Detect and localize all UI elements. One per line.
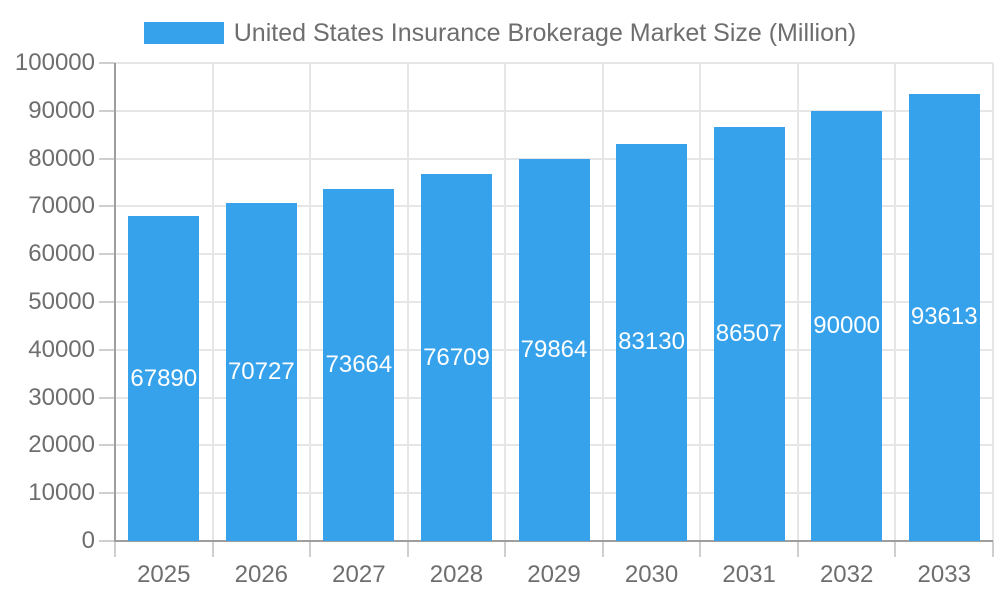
x-axis-line [114,540,993,542]
gridline-vertical [992,63,994,541]
bar[interactable] [713,127,785,541]
gridline-vertical [894,63,897,541]
bar[interactable] [420,174,492,541]
y-axis-tick [99,396,115,399]
x-tick-label: 2029 [527,561,581,588]
y-tick-label: 40000 [28,335,95,363]
y-axis-tick [99,205,115,208]
gridline-vertical [504,63,507,541]
y-axis-tick [99,540,115,542]
x-axis-tick [504,541,507,557]
bar-value-label: 86507 [715,320,783,348]
y-tick-label: 100000 [14,49,95,76]
x-axis-tick [309,541,312,557]
y-axis-tick [99,301,115,303]
bar-value-label: 73664 [325,350,393,378]
x-axis-tick [796,541,799,557]
bar[interactable] [225,202,297,541]
gridline-vertical [211,63,214,541]
x-tick-label: 2030 [624,561,679,588]
legend-label: United States Insurance Brokerage Market… [233,18,857,47]
bar-value-label: 90000 [813,311,881,339]
x-axis-tick [211,541,214,557]
x-tick-label: 2032 [819,561,874,588]
gridline-vertical [601,63,604,541]
bar-value-label: 67890 [130,364,198,392]
legend-item[interactable]: United States Insurance Brokerage Market… [0,18,1000,48]
x-tick-label: 2033 [917,561,971,588]
y-tick-label: 70000 [28,192,95,220]
bar-value-label: 93613 [910,303,978,331]
bar[interactable] [323,188,395,541]
y-axis-tick [99,348,115,351]
y-axis-tick [99,253,115,256]
bar[interactable] [128,216,200,541]
y-tick-label: 20000 [28,431,95,459]
x-axis-tick [601,541,604,557]
bar-value-label: 83130 [618,328,685,356]
x-tick-label: 2027 [332,561,386,588]
x-axis-tick [114,541,116,557]
gridline-horizontal [115,157,993,160]
gridline-vertical [699,63,702,541]
y-tick-label: 90000 [28,96,95,124]
y-axis-line [114,63,116,542]
y-tick-label: 50000 [28,288,95,315]
x-axis-tick [699,541,702,557]
bar[interactable] [908,93,980,541]
bar-value-label: 79864 [520,336,588,364]
x-axis-tick [406,541,409,557]
bar[interactable] [518,159,590,541]
bar-value-label: 76709 [423,343,490,371]
gridline-horizontal [115,62,993,64]
y-tick-label: 0 [81,527,95,554]
y-tick-label: 10000 [28,479,95,507]
y-axis-tick [99,492,115,495]
y-axis-tick [99,109,115,112]
y-axis-tick [99,444,115,447]
x-tick-label: 2028 [429,561,484,588]
bar[interactable] [616,143,688,541]
x-tick-label: 2025 [137,561,191,588]
y-tick-label: 60000 [28,240,95,268]
bar[interactable] [811,110,883,541]
x-tick-label: 2031 [722,561,776,588]
x-axis-tick [992,541,994,557]
y-axis-tick [99,62,115,64]
gridline-vertical [309,63,312,541]
x-tick-label: 2026 [234,561,289,588]
gridline-vertical [406,63,409,541]
x-axis-tick [894,541,897,557]
y-axis-tick [99,157,115,160]
legend-swatch [143,22,224,44]
gridline-horizontal [115,109,993,112]
gridline-vertical [796,63,799,541]
y-tick-label: 30000 [28,383,95,411]
y-tick-label: 80000 [28,144,95,172]
bar-value-label: 70727 [227,357,295,385]
